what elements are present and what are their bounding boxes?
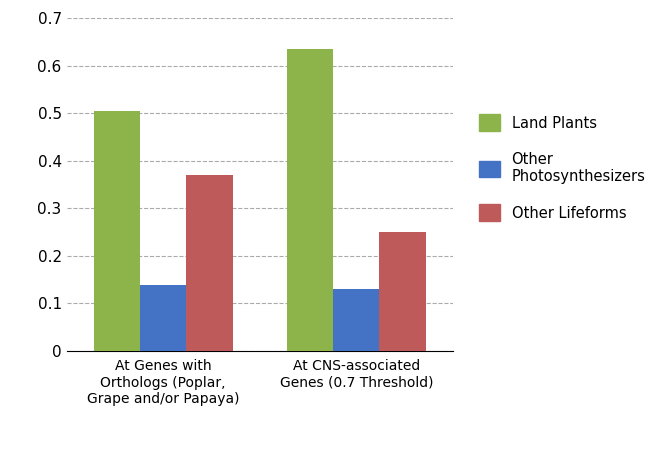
Bar bbox=[333, 289, 380, 351]
Bar bbox=[186, 175, 232, 351]
Bar bbox=[287, 49, 333, 351]
Legend: Land Plants, Other
Photosynthesizers, Other Lifeforms: Land Plants, Other Photosynthesizers, Ot… bbox=[480, 114, 645, 221]
Bar bbox=[94, 111, 140, 351]
Bar bbox=[380, 232, 426, 351]
Bar bbox=[140, 285, 186, 351]
